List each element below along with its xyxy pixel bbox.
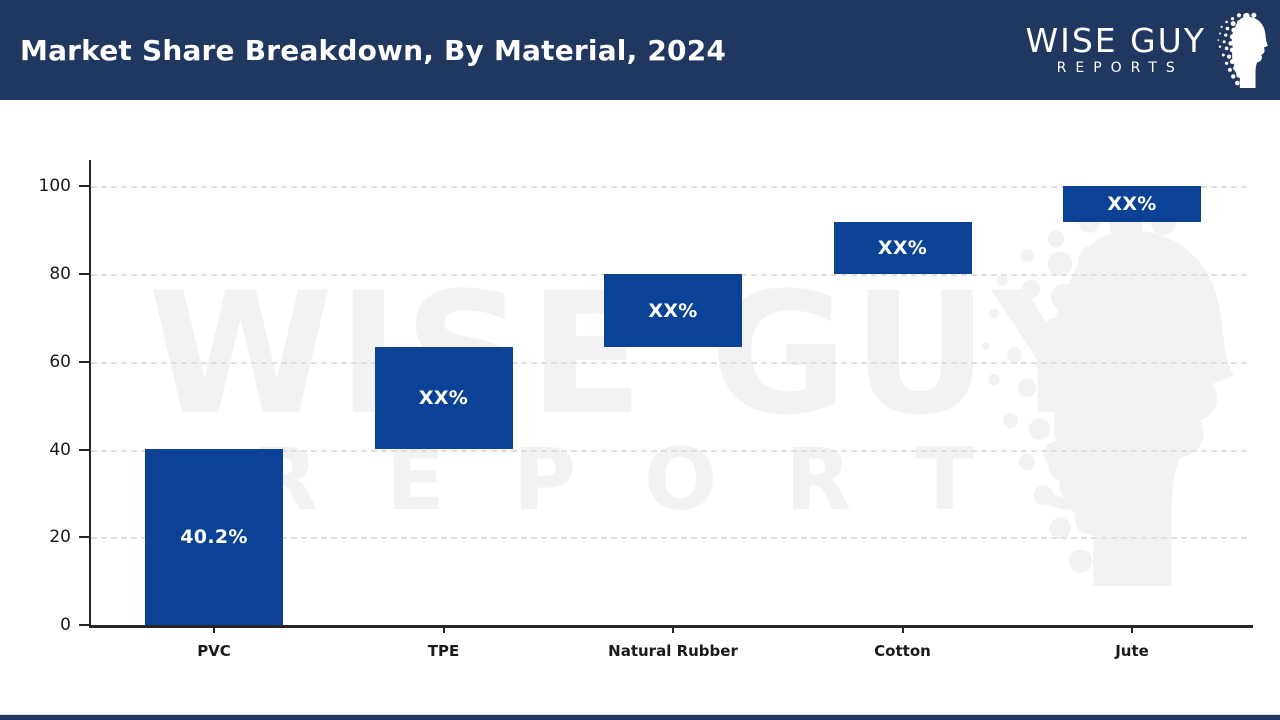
footer-bar bbox=[0, 714, 1280, 720]
y-tick-label-80: 80 bbox=[49, 264, 71, 284]
header: Market Share Breakdown, By Material, 202… bbox=[0, 0, 1280, 100]
x-category-label: PVC bbox=[197, 642, 231, 660]
bar-value-label: XX% bbox=[877, 237, 928, 260]
y-tick-40 bbox=[79, 448, 89, 451]
bar-cotton: XX% bbox=[833, 222, 972, 274]
gridline-60 bbox=[91, 361, 1247, 364]
brand-logo-text: WISE GUY REPORTS bbox=[1025, 23, 1206, 77]
bar-pvc: 40.2% bbox=[145, 448, 283, 625]
x-tick-0 bbox=[213, 625, 215, 633]
gridline-20 bbox=[91, 537, 1247, 540]
bar-jute: XX% bbox=[1063, 186, 1201, 223]
x-tick-2 bbox=[672, 625, 674, 633]
y-tick-label-100: 100 bbox=[38, 176, 71, 197]
y-tick-label-40: 40 bbox=[49, 439, 71, 460]
x-tick-1 bbox=[442, 625, 445, 633]
y-tick-label-0: 0 bbox=[60, 615, 71, 635]
brand-logo: WISE GUY REPORTS bbox=[1025, 8, 1268, 92]
waterfall-chart: 0 20 40 60 80 100 40.2% PVC XX% TPE XX% Natural Rub… bbox=[39, 160, 1253, 660]
bar-tpe: XX% bbox=[374, 347, 513, 449]
x-tick-4 bbox=[1131, 625, 1133, 633]
y-tick-label-60: 60 bbox=[49, 351, 71, 372]
y-tick-label-20: 20 bbox=[49, 527, 71, 548]
x-category-label: TPE bbox=[427, 642, 460, 660]
y-tick-100 bbox=[79, 185, 89, 188]
y-tick-60 bbox=[79, 360, 89, 363]
x-category-label: Natural Rubber bbox=[608, 642, 738, 660]
y-tick-80 bbox=[79, 273, 89, 275]
bar-value-label: XX% bbox=[1107, 193, 1157, 216]
bar-natural-rubber: XX% bbox=[604, 274, 742, 348]
y-tick-0 bbox=[79, 624, 89, 626]
bar-value-label: XX% bbox=[418, 386, 469, 409]
brand-logo-wiseguy: WISE GUY bbox=[1025, 21, 1206, 60]
brand-logo-reports: REPORTS bbox=[1056, 60, 1184, 76]
bar-value-label: 40.2% bbox=[180, 525, 248, 548]
bar-value-label: XX% bbox=[648, 299, 698, 322]
y-tick-20 bbox=[79, 536, 89, 539]
gridline-100 bbox=[91, 186, 1247, 189]
x-category-label: Jute bbox=[1115, 642, 1149, 660]
page-title: Market Share Breakdown, By Material, 202… bbox=[20, 33, 727, 67]
brand-logo-head-icon bbox=[1217, 12, 1268, 88]
gridline-40 bbox=[91, 449, 1247, 452]
x-category-label: Cotton bbox=[874, 642, 931, 660]
x-tick-3 bbox=[901, 625, 904, 633]
